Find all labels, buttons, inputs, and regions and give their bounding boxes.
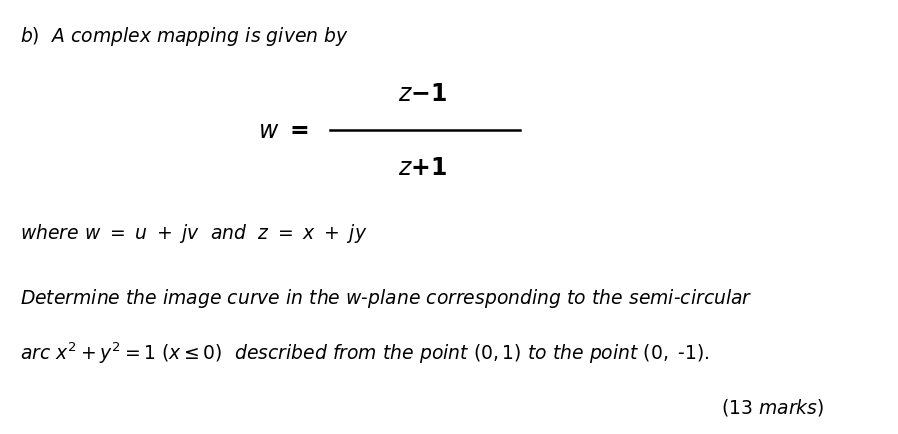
Text: $\mathbf{\mathit{b)}}$$\mathbf{\mathit{\ \ A\ complex\ mapping\ is\ given\ by}}$: $\mathbf{\mathit{b)}}$$\mathbf{\mathit{\… [20,25,348,48]
Text: $\mathbf{\mathit{where\ w\ =\ u\ +\ jv\ \ and\ \ z\ =\ x\ +\ jy}}$: $\mathbf{\mathit{where\ w\ =\ u\ +\ jv\ … [20,221,367,244]
Text: $\mathbf{\mathit{w}}$$\ \mathbf{=}$: $\mathbf{\mathit{w}}$$\ \mathbf{=}$ [259,119,309,143]
Text: $\mathbf{\mathit{(13\ marks)}}$: $\mathbf{\mathit{(13\ marks)}}$ [720,397,823,418]
Text: $\mathbf{\mathit{z}}$$\mathbf{+1}$: $\mathbf{\mathit{z}}$$\mathbf{+1}$ [399,155,447,179]
Text: $\mathbf{\mathit{z}}$$\mathbf{-1}$: $\mathbf{\mathit{z}}$$\mathbf{-1}$ [399,82,447,106]
Text: $\mathbf{\mathit{Determine\ the\ image\ curve\ in\ the\ w\text{-}plane\ correspo: $\mathbf{\mathit{Determine\ the\ image\ … [20,286,753,309]
Text: $\mathbf{\mathit{arc\ }}$$\mathbf{\mathit{x^2+y^2=1\ (x\leq0)}}$$\mathbf{\mathit: $\mathbf{\mathit{arc\ }}$$\mathbf{\mathi… [20,340,709,365]
